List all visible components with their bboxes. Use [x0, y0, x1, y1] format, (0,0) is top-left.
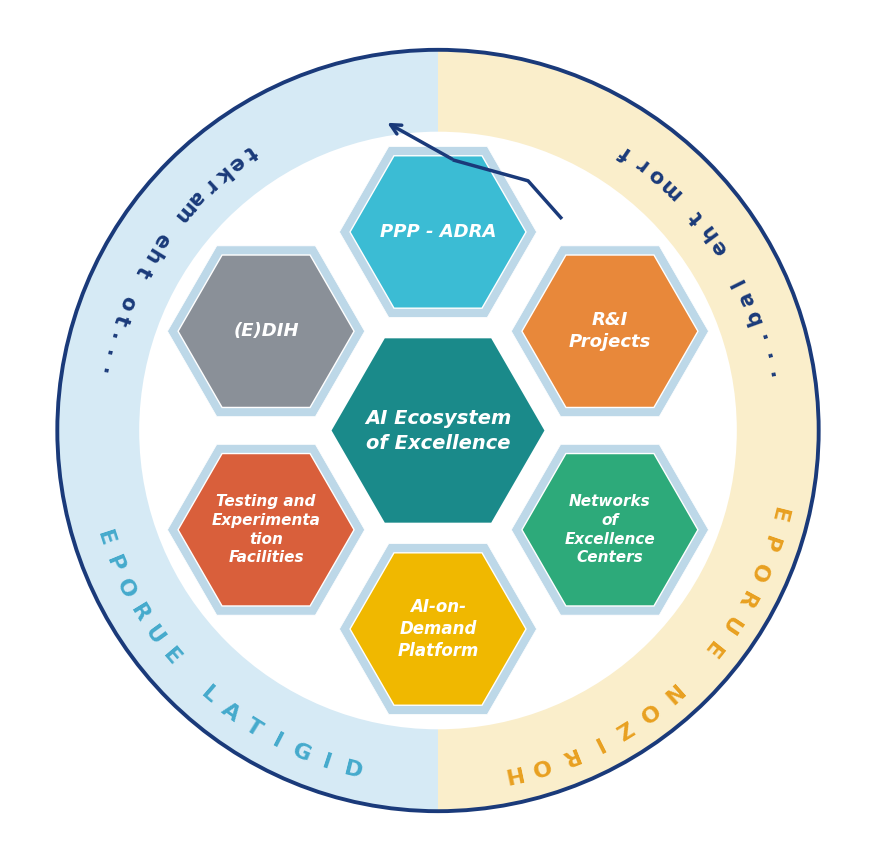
- Polygon shape: [178, 255, 354, 407]
- Text: P: P: [102, 553, 127, 575]
- Text: a: a: [183, 187, 208, 210]
- Text: E: E: [159, 645, 184, 669]
- Wedge shape: [438, 50, 819, 811]
- Text: E: E: [766, 505, 789, 525]
- Text: l: l: [728, 274, 749, 288]
- Text: o: o: [645, 164, 668, 188]
- Text: P: P: [757, 533, 781, 555]
- Text: o: o: [116, 293, 139, 313]
- Text: r: r: [631, 152, 652, 175]
- Text: .: .: [749, 328, 770, 342]
- Text: .: .: [101, 349, 122, 361]
- Polygon shape: [522, 255, 698, 407]
- Text: f: f: [617, 141, 635, 163]
- Polygon shape: [339, 146, 537, 318]
- Text: R&I
Projects: R&I Projects: [569, 311, 651, 351]
- Text: R: R: [732, 586, 758, 611]
- Text: t: t: [131, 262, 154, 280]
- Polygon shape: [167, 444, 364, 615]
- Text: k: k: [210, 162, 233, 186]
- Polygon shape: [332, 338, 544, 523]
- Text: b: b: [742, 306, 766, 327]
- Text: .: .: [758, 367, 779, 378]
- Polygon shape: [178, 454, 354, 606]
- Polygon shape: [339, 543, 537, 715]
- Text: r: r: [198, 175, 219, 196]
- Text: PPP - ADRA: PPP - ADRA: [380, 223, 496, 241]
- Text: t: t: [241, 141, 260, 164]
- Polygon shape: [350, 156, 526, 308]
- Polygon shape: [167, 246, 364, 417]
- Text: e: e: [149, 229, 173, 251]
- Text: E: E: [94, 529, 117, 549]
- Text: U: U: [716, 611, 743, 638]
- Text: Networks
of
Excellence
Centers: Networks of Excellence Centers: [564, 494, 655, 565]
- Text: t: t: [686, 207, 708, 227]
- Text: O: O: [745, 560, 771, 585]
- Wedge shape: [57, 50, 438, 811]
- Text: I: I: [320, 752, 334, 773]
- Text: R: R: [556, 743, 580, 768]
- Text: A: A: [218, 699, 244, 726]
- Polygon shape: [512, 246, 709, 417]
- Text: h: h: [696, 220, 721, 244]
- Text: O: O: [113, 576, 139, 602]
- Text: O: O: [633, 697, 661, 725]
- Text: H: H: [499, 761, 522, 784]
- Text: I: I: [269, 730, 286, 752]
- Text: .: .: [97, 367, 118, 378]
- Text: m: m: [169, 197, 198, 226]
- Text: Z: Z: [610, 715, 634, 741]
- Text: T: T: [242, 715, 265, 740]
- Polygon shape: [350, 553, 526, 705]
- Text: N: N: [656, 678, 683, 706]
- Text: a: a: [735, 288, 759, 309]
- Polygon shape: [512, 444, 709, 615]
- Text: Testing and
Experimenta
tion
Facilities: Testing and Experimenta tion Facilities: [212, 494, 321, 565]
- Text: (E)DIH: (E)DIH: [233, 322, 299, 340]
- Text: AI Ecosystem
of Excellence: AI Ecosystem of Excellence: [364, 408, 512, 453]
- Text: G: G: [289, 740, 314, 765]
- Text: t: t: [110, 312, 132, 328]
- Text: AI-on-
Demand
Platform: AI-on- Demand Platform: [398, 598, 478, 660]
- Polygon shape: [522, 454, 698, 606]
- Text: m: m: [656, 174, 685, 203]
- Circle shape: [139, 132, 737, 729]
- Text: O: O: [528, 753, 552, 777]
- Text: .: .: [105, 331, 126, 344]
- Text: h: h: [139, 244, 164, 267]
- Text: .: .: [754, 347, 775, 360]
- Text: R: R: [126, 600, 152, 625]
- Text: U: U: [141, 623, 167, 648]
- Text: e: e: [224, 151, 247, 175]
- Text: e: e: [707, 236, 731, 259]
- Text: D: D: [342, 759, 364, 782]
- Text: E: E: [699, 637, 724, 661]
- Text: I: I: [588, 732, 604, 753]
- Text: L: L: [198, 684, 222, 708]
